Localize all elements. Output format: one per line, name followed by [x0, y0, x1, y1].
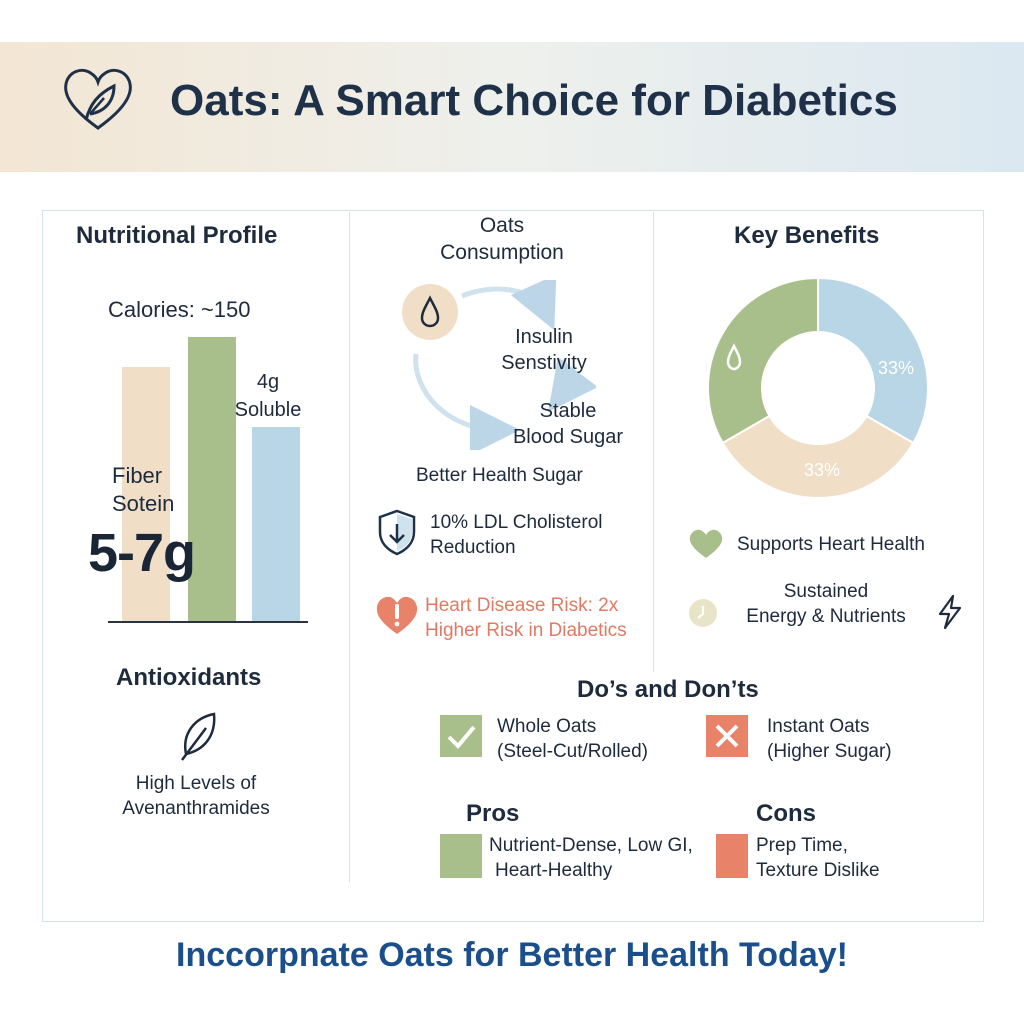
heart-risk-line-1: Heart Disease Risk: 2x — [425, 595, 619, 616]
page-title: Oats: A Smart Choice for Diabetics — [170, 76, 898, 125]
ldl-line-1: 10% LDL Cholisterol — [430, 512, 603, 533]
better-health-label: Better Health Sugar — [416, 465, 583, 486]
heart-icon — [689, 529, 723, 558]
pros-swatch — [440, 834, 482, 878]
soluble-text: Soluble — [234, 399, 302, 421]
content-frame — [42, 210, 984, 922]
insulin-label: Insulin Senstivity — [486, 324, 602, 376]
stable-blood-sugar-label: Stable Blood Sugar — [500, 398, 636, 450]
alert-heart-icon — [376, 596, 418, 634]
soluble-label: 4g Soluble — [228, 368, 308, 424]
nutrition-bar — [122, 367, 170, 622]
nutrition-bar — [188, 337, 236, 622]
footer-call-to-action: Inccorpnate Oats for Better Health Today… — [176, 936, 848, 974]
pros-heading: Pros — [466, 800, 520, 827]
donut-slice — [721, 414, 915, 499]
leaf-icon — [181, 712, 216, 761]
fiber-amount: 5-7g — [88, 523, 196, 583]
check-icon — [440, 715, 482, 757]
lightning-icon — [938, 594, 962, 630]
antioxidants-line-1: High Levels of — [135, 773, 257, 794]
dont-line-1: Instant Oats — [767, 716, 870, 737]
benefits-heading: Key Benefits — [734, 222, 880, 249]
antioxidants-line-2: Avenanthramides — [122, 798, 270, 819]
benefits-donut-chart: 33% 33% — [707, 276, 929, 499]
ldl-text: 10% LDL Cholisterol Reduction — [430, 510, 603, 560]
cycle-arrow-2 — [548, 357, 596, 413]
insulin-line-2: Senstivity — [501, 352, 587, 374]
cycle-arrow-3 — [413, 353, 520, 450]
cons-text: Prep Time, Texture Dislike — [756, 833, 880, 883]
column-divider-left — [349, 212, 350, 882]
antioxidants-heading: Antioxidants — [116, 664, 262, 691]
donut-slice — [817, 276, 929, 445]
cons-line-1: Prep Time, — [756, 835, 848, 856]
cycle-start-line-1: Oats — [479, 214, 525, 237]
fiber-protein-label: Fiber Sotein — [112, 462, 174, 518]
shield-icon — [378, 509, 416, 556]
stable-line-2: Blood Sugar — [512, 426, 624, 448]
protein-text: Sotein — [112, 491, 175, 516]
heart-risk-text: Heart Disease Risk: 2x Higher Risk in Di… — [425, 593, 627, 643]
nutrition-bar — [252, 427, 300, 622]
cross-icon — [706, 715, 748, 757]
donut-label: 33% — [878, 358, 914, 378]
water-drop-icon — [420, 295, 440, 328]
soluble-amount: 4g — [256, 371, 280, 393]
calories-label: Calories: ~150 — [108, 297, 251, 322]
fiber-text: Fiber — [112, 463, 163, 488]
dont-item: Instant Oats (Higher Sugar) — [767, 714, 892, 764]
heart-health-item: Supports Heart Health — [737, 534, 925, 555]
insulin-line-1: Insulin — [515, 326, 573, 348]
nutrition-bar-chart — [108, 337, 308, 623]
do-item: Whole Oats (Steel-Cut/Rolled) — [497, 714, 648, 764]
stable-line-1: Stable — [539, 400, 597, 422]
energy-item: Sustained Energy & Nutrients — [730, 579, 922, 629]
pros-line-2: Heart-Healthy — [495, 860, 613, 881]
cons-swatch — [716, 834, 748, 878]
antioxidants-text: High Levels of Avenanthramides — [96, 771, 296, 821]
column-divider-right — [653, 212, 654, 672]
cons-line-2: Texture Dislike — [756, 860, 880, 881]
cycle-diagram — [402, 280, 596, 450]
heart-risk-line-2: Higher Risk in Diabetics — [425, 620, 627, 641]
nutrition-heading: Nutritional Profile — [76, 222, 278, 249]
cycle-start-line-2: Consumption — [440, 241, 564, 264]
energy-line-2: Energy & Nutrients — [746, 606, 906, 627]
do-line-2: (Steel-Cut/Rolled) — [497, 741, 648, 762]
clock-icon — [689, 599, 717, 627]
dos-heading: Do’s and Don’ts — [577, 676, 759, 703]
donut-label: 33% — [804, 460, 840, 480]
pros-text: Nutrient-Dense, Low GI, Heart-Healthy — [489, 833, 693, 883]
cycle-start-node — [402, 284, 458, 340]
cycle-start-label: Oats Consumption — [410, 212, 594, 266]
cons-heading: Cons — [756, 800, 816, 827]
energy-line-1: Sustained — [783, 581, 869, 602]
header-banner — [0, 42, 1024, 172]
cycle-arrow-1 — [461, 280, 557, 331]
donut-slice — [707, 276, 819, 445]
dont-line-2: (Higher Sugar) — [767, 741, 892, 762]
do-line-1: Whole Oats — [497, 716, 597, 737]
heart-leaf-icon — [64, 68, 132, 130]
pros-line-1: Nutrient-Dense, Low GI, — [489, 835, 693, 856]
ldl-line-2: Reduction — [430, 537, 516, 558]
water-drop-icon — [726, 343, 742, 371]
